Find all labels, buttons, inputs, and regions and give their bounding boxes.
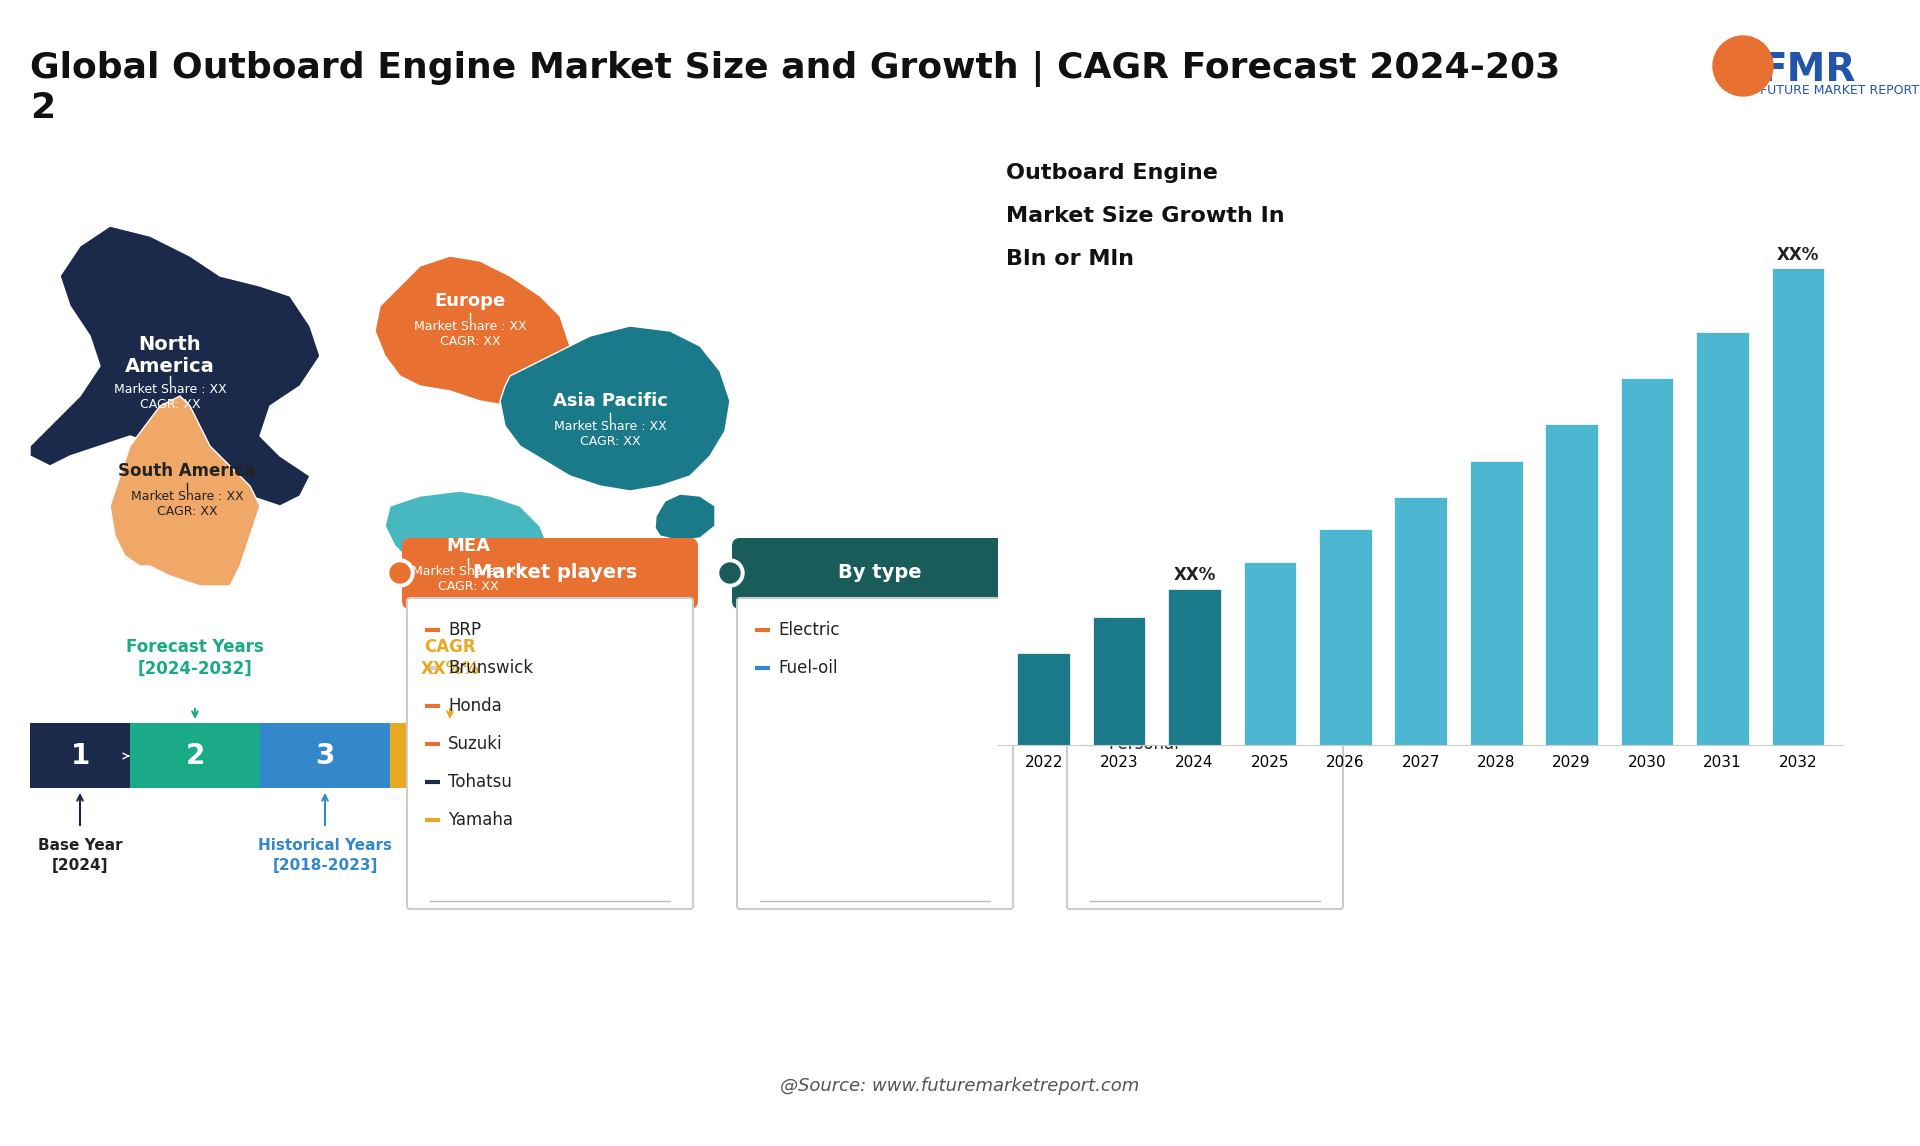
FancyBboxPatch shape [737, 598, 1014, 909]
Text: Market Size Growth In: Market Size Growth In [1006, 206, 1284, 226]
Text: Brunswick: Brunswick [447, 659, 534, 677]
Polygon shape [31, 226, 321, 507]
Polygon shape [374, 256, 570, 406]
Text: CAGR: XX: CAGR: XX [440, 335, 501, 348]
Text: CAGR: XX: CAGR: XX [438, 580, 499, 592]
Text: [2024-2032]: [2024-2032] [138, 660, 252, 678]
Text: [2018-2023]: [2018-2023] [273, 858, 378, 873]
Text: 4: 4 [440, 741, 459, 770]
Bar [1018, 653, 1069, 745]
Text: CAGR: CAGR [424, 638, 476, 656]
FancyBboxPatch shape [131, 723, 259, 788]
Polygon shape [109, 397, 259, 586]
Circle shape [386, 559, 415, 587]
Text: Outboard Engine: Outboard Engine [1006, 163, 1217, 183]
Text: Global Outboard Engine Market Size and Growth | CAGR Forecast 2024-203: Global Outboard Engine Market Size and G… [31, 52, 1561, 87]
FancyBboxPatch shape [259, 723, 390, 788]
Text: North
America: North America [125, 336, 215, 377]
Circle shape [1046, 559, 1073, 587]
Text: By type: By type [839, 564, 922, 582]
Bar [1092, 617, 1146, 745]
Text: Market Share : XX: Market Share : XX [413, 320, 526, 333]
Text: XX%%: XX%% [420, 660, 480, 678]
Text: By application: By application [1131, 564, 1288, 582]
Text: @Source: www.futuremarketreport.com: @Source: www.futuremarketreport.com [780, 1077, 1140, 1094]
Circle shape [390, 563, 411, 583]
Text: Honda: Honda [447, 697, 501, 715]
Text: FMR: FMR [1761, 52, 1855, 89]
Text: South America: South America [119, 462, 255, 480]
Circle shape [716, 559, 745, 587]
Text: Government: Government [1108, 659, 1212, 677]
Text: [2024]: [2024] [52, 858, 108, 873]
Text: CAGR: XX: CAGR: XX [157, 505, 217, 518]
FancyBboxPatch shape [407, 598, 693, 909]
Circle shape [1050, 563, 1069, 583]
Text: Tohatsu: Tohatsu [447, 774, 513, 791]
Bar [1695, 332, 1749, 745]
Text: XX%: XX% [1776, 245, 1818, 264]
Text: FUTURE MARKET REPORT: FUTURE MARKET REPORT [1761, 84, 1920, 97]
Bar [1620, 378, 1674, 745]
Bar [1471, 461, 1523, 745]
Text: Market players: Market players [472, 564, 637, 582]
FancyBboxPatch shape [732, 537, 1018, 609]
Circle shape [720, 563, 739, 583]
Polygon shape [386, 490, 549, 617]
Text: 2: 2 [31, 91, 56, 125]
Text: Other: Other [1108, 697, 1156, 715]
Bar [1167, 589, 1221, 745]
Text: Asia Pacific: Asia Pacific [553, 392, 668, 410]
Text: Commercial: Commercial [1108, 621, 1208, 639]
Circle shape [1713, 36, 1772, 96]
Text: CAGR: XX: CAGR: XX [140, 398, 200, 411]
Bar [1394, 497, 1448, 745]
Text: Market Share : XX: Market Share : XX [553, 419, 666, 433]
Text: 3: 3 [315, 741, 334, 770]
Text: Market Share : XX: Market Share : XX [411, 565, 524, 578]
Text: Market Share : XX: Market Share : XX [131, 490, 244, 503]
Text: Europe: Europe [434, 292, 505, 311]
FancyBboxPatch shape [1062, 537, 1348, 609]
Text: XX%: XX% [1173, 566, 1215, 584]
Bar [1772, 268, 1824, 745]
Bar [1319, 529, 1371, 745]
Text: 1: 1 [71, 741, 90, 770]
Text: Historical Years: Historical Years [257, 838, 392, 853]
Text: CAGR: XX: CAGR: XX [580, 435, 639, 448]
Text: Yamaha: Yamaha [447, 811, 513, 829]
Text: Fuel-oil: Fuel-oil [778, 659, 837, 677]
Text: Bln or Mln: Bln or Mln [1006, 249, 1135, 269]
Text: Suzuki: Suzuki [447, 735, 503, 753]
FancyBboxPatch shape [1068, 598, 1342, 909]
Text: Base Year: Base Year [38, 838, 123, 853]
Bar [1546, 424, 1597, 745]
Text: Forecast Years: Forecast Years [127, 638, 263, 656]
Text: BRP: BRP [447, 621, 482, 639]
Text: Market Share : XX: Market Share : XX [113, 383, 227, 397]
FancyBboxPatch shape [401, 537, 699, 609]
Text: MEA: MEA [445, 537, 490, 555]
Text: Electric: Electric [778, 621, 839, 639]
Text: Personal: Personal [1108, 735, 1179, 753]
Polygon shape [499, 325, 730, 490]
Text: 2: 2 [186, 741, 205, 770]
FancyBboxPatch shape [31, 723, 131, 788]
Bar [1244, 562, 1296, 745]
FancyBboxPatch shape [390, 723, 511, 788]
Polygon shape [655, 494, 714, 541]
